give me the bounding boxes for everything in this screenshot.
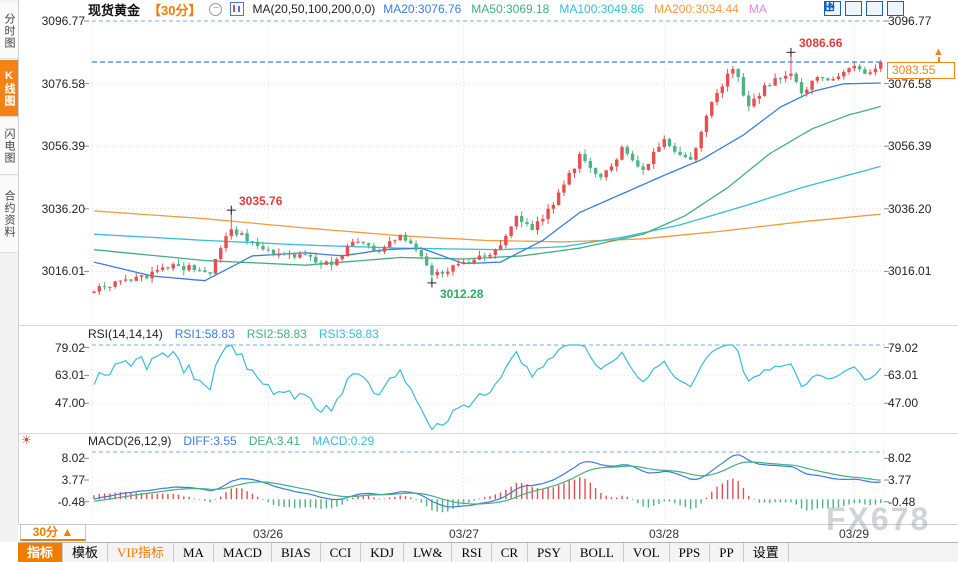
chart-toolbar-icons [824, 1, 904, 16]
toolbar-tab-2[interactable]: VIP指标 [108, 543, 174, 562]
chart-header: 现货黄金 【30分】 − MA(20,50,100,200,0,0) MA20:… [88, 1, 767, 18]
rsi-value-0: RSI1:58.83 [174, 327, 235, 341]
annotation-low1: 3012.28 [440, 287, 484, 301]
watermark: FX678 [826, 501, 931, 537]
macd-axis-label: 3.77 [888, 473, 912, 487]
macd-title: MACD(26,12,9) [88, 434, 172, 448]
period-tab-label: 30分 [32, 525, 59, 539]
toolbar-tab-13[interactable]: VOL [624, 543, 670, 562]
sidebar-item-3[interactable]: 合约资料 [0, 176, 18, 253]
toolbar-tab-5[interactable]: BIAS [272, 543, 321, 562]
rsi-axis-label: 79.02 [54, 341, 85, 355]
toolbar-tab-11[interactable]: PSY [528, 543, 571, 562]
last-price-tag: 3083.55 [887, 62, 955, 79]
ma-value-0: MA20:3076.76 [383, 2, 462, 16]
macd-value-1: DEA:3.41 [248, 434, 301, 448]
macd-axis-label: 8.02 [61, 451, 85, 465]
toolbar-tab-10[interactable]: CR [492, 543, 529, 562]
sidebar-item-1[interactable]: K线图 [0, 60, 18, 117]
bottom-toolbar: 指标 模板 VIP指标 MA MACD BIAS CCI KDJ LW& RSI CR PSY BOLL… [18, 542, 958, 562]
collapse-icon[interactable]: − [209, 2, 223, 16]
ma-values: MA20:3076.76 MA50:3069.18 MA100:3049.86 MA2… [383, 2, 767, 16]
annotation-high1: 3035.76 [239, 194, 283, 208]
macd-axis-label: 3.77 [61, 473, 85, 487]
y-axis-scale-icon[interactable] [825, 1, 862, 16]
jump-to-latest-icon[interactable] [824, 1, 904, 16]
sidebar-item-0[interactable]: 分时图 [0, 3, 18, 59]
pane-divider [18, 325, 958, 326]
rsi-axis-label: 79.02 [888, 341, 919, 355]
price-up-arrow-icon: ▲ [933, 46, 944, 58]
ma-value-4: MA [748, 2, 767, 16]
toolbar-tab-0[interactable]: 指标 [18, 543, 64, 562]
period-tab[interactable]: 30分 ▲ [20, 524, 86, 541]
date-label: 03/29 [838, 527, 870, 541]
sun-icon[interactable]: ☀ [21, 433, 32, 447]
price-axis-label: 3076.58 [41, 77, 85, 91]
annotation-high2: 3086.66 [799, 36, 843, 50]
toolbar-tab-8[interactable]: LW& [404, 543, 453, 562]
price-axis-label: 3016.01 [41, 264, 85, 278]
price-up-arrow-stem [938, 57, 940, 63]
toolbar-tab-1[interactable]: 模板 [63, 543, 109, 562]
toolbar-tab-7[interactable]: KDJ [361, 543, 405, 562]
macd-value-0: DIFF:3.55 [183, 434, 237, 448]
toolbar-tab-14[interactable]: PPS [670, 543, 711, 562]
price-axis-label: 3076.58 [888, 77, 932, 91]
macd-pane-header: MACD(26,12,9) DIFF:3.55 DEA:3.41 MACD:0.29 [88, 434, 374, 448]
price-axis-label: 3056.39 [41, 139, 85, 153]
rsi-axis-label: 63.01 [54, 368, 85, 382]
price-axis-label: 3016.01 [888, 264, 932, 278]
left-sidebar: 分时图 K线图 闪电图 合约资料 [0, 0, 19, 542]
sidebar-item-2[interactable]: 闪电图 [0, 118, 18, 175]
date-label: 03/28 [648, 527, 680, 541]
macd-axis-label: 8.02 [888, 451, 912, 465]
x-axis-scale-icon[interactable] [824, 1, 883, 16]
price-axis-label: 3056.39 [888, 139, 932, 153]
toolbar-tab-4[interactable]: MACD [214, 543, 272, 562]
price-axis-label: 3036.20 [41, 202, 85, 216]
date-label: 03/26 [252, 527, 284, 541]
ma-value-2: MA100:3049.86 [559, 2, 645, 16]
toolbar-tab-15[interactable]: PP [710, 543, 744, 562]
macd-axis-label: -0.48 [888, 495, 916, 509]
period-tab-arrow-icon: ▲ [61, 525, 74, 539]
ma-settings-label: MA(20,50,100,200,0,0) [252, 2, 376, 16]
symbol-name: 现货黄金 [88, 2, 141, 18]
ma-value-3: MA200:3034.44 [654, 2, 739, 16]
price-axis-label: 3096.77 [888, 14, 932, 28]
price-axis-label: 3096.77 [41, 14, 85, 28]
toolbar-tab-16[interactable]: 设置 [744, 543, 789, 562]
date-label: 03/27 [448, 527, 480, 541]
rsi-value-2: RSI3:58.83 [318, 327, 379, 341]
rsi-axis-label: 47.00 [888, 396, 919, 410]
macd-axis-label: -0.48 [57, 495, 85, 509]
period-label: 【30分】 [148, 2, 202, 18]
toolbar-tab-3[interactable]: MA [174, 543, 214, 562]
rsi-axis-label: 47.00 [54, 396, 85, 410]
date-axis [18, 524, 958, 543]
toolbar-tab-9[interactable]: RSI [452, 543, 492, 562]
toolbar-tab-6[interactable]: CCI [321, 543, 362, 562]
rsi-title: RSI(14,14,14) [88, 327, 163, 341]
macd-value-2: MACD:0.29 [312, 434, 375, 448]
rsi-axis-label: 63.01 [888, 368, 919, 382]
rsi-pane-header: RSI(14,14,14) RSI1:58.83 RSI2:58.83 RSI3:5… [88, 327, 379, 341]
kline-style-icon[interactable] [230, 2, 245, 16]
pane-divider [18, 433, 958, 434]
ma-value-1: MA50:3069.18 [471, 2, 550, 16]
toolbar-tab-12[interactable]: BOLL [571, 543, 624, 562]
rsi-value-1: RSI2:58.83 [246, 327, 307, 341]
price-axis-label: 3036.20 [888, 202, 932, 216]
